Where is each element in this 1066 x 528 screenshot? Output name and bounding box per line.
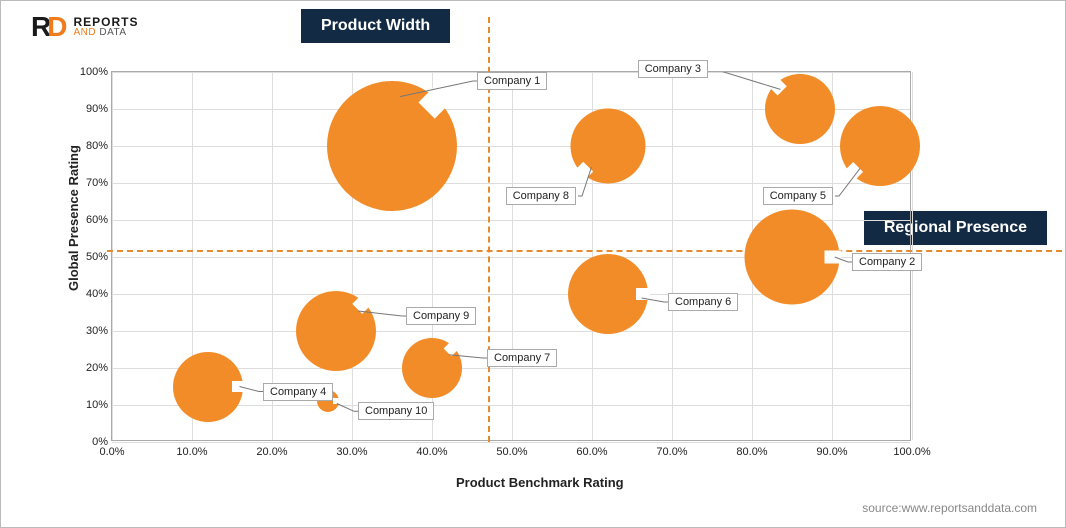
- label-company-8: Company 8: [506, 187, 576, 205]
- label-company-7: Company 7: [487, 349, 557, 367]
- label-company-1: Company 1: [477, 72, 547, 90]
- label-company-3: Company 3: [638, 60, 708, 78]
- logo-line2: AND DATA: [73, 28, 138, 38]
- x-tick: 30.0%: [336, 446, 367, 458]
- logo: R D REPORTS AND DATA: [31, 11, 138, 43]
- y-tick: 10%: [70, 399, 108, 411]
- gridline-v: [112, 72, 113, 440]
- label-company-6: Company 6: [668, 293, 738, 311]
- x-tick: 60.0%: [576, 446, 607, 458]
- x-tick: 90.0%: [816, 446, 847, 458]
- x-tick: 70.0%: [656, 446, 687, 458]
- bubble-company-1: [327, 81, 457, 211]
- logo-d-glyph: D: [47, 11, 67, 43]
- y-tick: 70%: [70, 177, 108, 189]
- y-tick: 80%: [70, 140, 108, 152]
- x-tick: 10.0%: [176, 446, 207, 458]
- bubble-company-5: [840, 106, 920, 186]
- y-tick: 90%: [70, 103, 108, 115]
- label-company-10: Company 10: [358, 402, 434, 420]
- label-company-5: Company 5: [763, 187, 833, 205]
- x-tick: 100.0%: [893, 446, 930, 458]
- y-tick: 30%: [70, 325, 108, 337]
- plot-wrap: Global Presence Rating Product Benchmark…: [56, 61, 1016, 496]
- bubble-company-8: [571, 109, 646, 184]
- y-tick: 20%: [70, 362, 108, 374]
- logo-rest: DATA: [96, 27, 126, 38]
- bubble-company-7: [402, 338, 462, 398]
- y-tick: 60%: [70, 214, 108, 226]
- gridline-h: [112, 442, 910, 443]
- gridline-h: [112, 183, 910, 184]
- chart-container: R D REPORTS AND DATA Product Width Regio…: [0, 0, 1066, 528]
- banner-product-width: Product Width: [301, 9, 450, 43]
- bubble-company-3: [765, 74, 835, 144]
- label-company-2: Company 2: [852, 253, 922, 271]
- bubble-company-9: [296, 291, 376, 371]
- label-company-9: Company 9: [406, 307, 476, 325]
- x-tick: 50.0%: [496, 446, 527, 458]
- logo-and: AND: [73, 27, 96, 38]
- source-attribution: source:www.reportsanddata.com: [862, 501, 1037, 515]
- logo-text: REPORTS AND DATA: [73, 16, 138, 38]
- plot-area: 0.0%10.0%20.0%30.0%40.0%50.0%60.0%70.0%8…: [111, 71, 911, 441]
- gridline-h: [112, 146, 910, 147]
- x-tick: 20.0%: [256, 446, 287, 458]
- y-tick: 100%: [70, 66, 108, 78]
- logo-mark: R D: [31, 11, 67, 43]
- gridline-v: [672, 72, 673, 440]
- x-tick: 80.0%: [736, 446, 767, 458]
- x-axis-label: Product Benchmark Rating: [456, 475, 624, 490]
- x-tick: 40.0%: [416, 446, 447, 458]
- y-tick: 50%: [70, 251, 108, 263]
- y-tick: 0%: [70, 436, 108, 448]
- bubble-company-2: [745, 210, 840, 305]
- gridline-h: [112, 331, 910, 332]
- bubble-company-6: [568, 254, 648, 334]
- gridline-v: [512, 72, 513, 440]
- label-company-4: Company 4: [263, 383, 333, 401]
- ref-line-horizontal: [107, 250, 1066, 252]
- y-tick: 40%: [70, 288, 108, 300]
- bubble-company-4: [173, 352, 243, 422]
